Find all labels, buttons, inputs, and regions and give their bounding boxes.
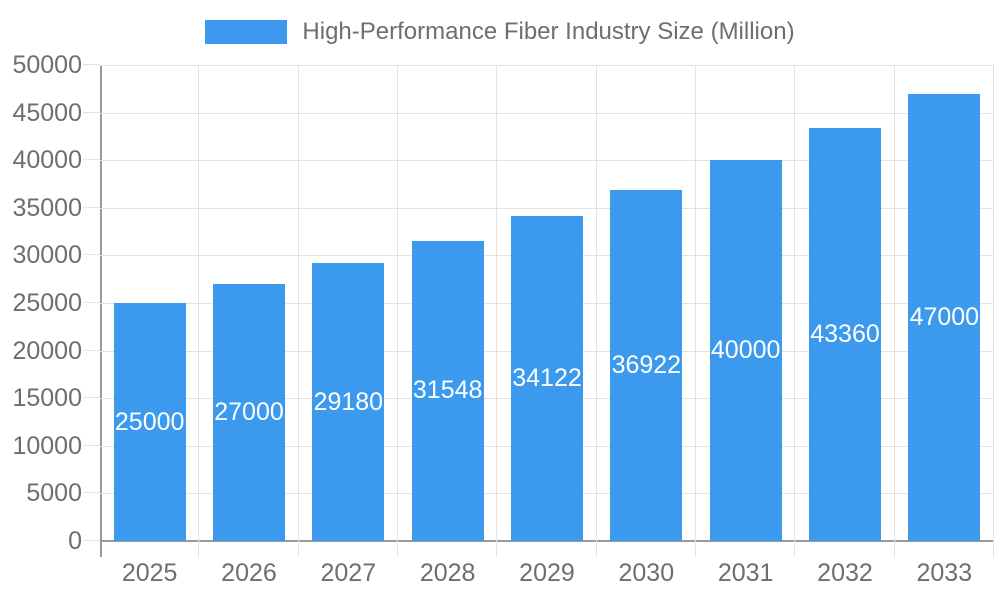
gridline-horizontal [100, 160, 994, 162]
bar-value-label: 34122 [512, 364, 582, 393]
gridline-vertical [595, 65, 597, 557]
y-axis-tick [83, 159, 100, 161]
y-axis-tick [83, 492, 100, 494]
bar-2029: 34122 [511, 216, 583, 541]
bar-value-label: 27000 [214, 397, 284, 426]
bar-2033: 47000 [908, 93, 981, 541]
x-axis-tick-label: 2028 [419, 559, 476, 587]
x-axis-tick-label: 2032 [817, 559, 873, 587]
x-axis-line [100, 540, 994, 542]
x-axis-tick-label: 2031 [717, 559, 774, 587]
plot-area: 25000 27000 29180 31548 34122 36922 40000 43360… [100, 65, 994, 557]
gridline-vertical [893, 65, 895, 557]
y-axis-tick-label: 0 [68, 527, 82, 555]
x-axis-tick-label: 2025 [121, 559, 178, 587]
bar-value-label: 31548 [412, 376, 483, 405]
gridline-horizontal [100, 65, 994, 66]
y-axis-tick [83, 302, 100, 303]
y-axis-tick-label: 15000 [12, 384, 82, 413]
y-axis-tick [83, 206, 100, 208]
y-axis-tick-label: 35000 [12, 193, 82, 222]
gridline-vertical [794, 65, 796, 557]
gridline-horizontal [100, 207, 994, 209]
y-axis-tick [83, 397, 100, 399]
x-axis-tick-label: 2029 [519, 559, 575, 587]
gridline-vertical [397, 65, 398, 557]
y-axis-tick [83, 349, 100, 351]
legend-swatch[interactable] [205, 20, 288, 44]
y-axis-tick-label: 30000 [12, 241, 82, 270]
y-axis-tick-label: 5000 [26, 479, 82, 508]
bar-value-label: 29180 [313, 387, 384, 416]
gridline-vertical [297, 65, 299, 557]
legend-label[interactable]: High-Performance Fiber Industry Size (Mi… [302, 18, 795, 45]
gridline-horizontal [100, 112, 994, 114]
bar-value-label: 36922 [611, 350, 682, 379]
bar-2027: 29180 [312, 263, 385, 541]
y-axis-tick-label: 20000 [12, 336, 82, 365]
y-axis-tick [83, 254, 100, 256]
bar-2032: 43360 [809, 128, 881, 541]
x-axis-tick-label: 2033 [916, 559, 973, 587]
x-axis-tick-label: 2027 [320, 559, 377, 587]
bar-value-label: 25000 [114, 407, 185, 436]
legend[interactable]: High-Performance Fiber Industry Size (Mi… [0, 17, 1000, 47]
gridline-vertical [993, 65, 994, 557]
bar-2031: 40000 [709, 160, 782, 541]
y-axis-tick [83, 444, 100, 446]
bar-value-label: 47000 [909, 302, 980, 331]
y-axis-tick-label: 50000 [12, 51, 82, 79]
bar-2028: 31548 [411, 240, 484, 541]
x-axis-tick-label: 2030 [618, 559, 675, 587]
gridline-vertical [496, 65, 498, 557]
x-axis-tick-label: 2026 [221, 559, 277, 587]
y-axis-tick [83, 111, 100, 113]
gridline-vertical [695, 65, 696, 557]
y-axis-tick-label: 25000 [12, 289, 82, 317]
y-axis-tick-label: 40000 [12, 146, 82, 175]
y-axis-tick [83, 64, 100, 65]
bar-value-label: 43360 [810, 320, 880, 349]
y-axis-tick-label: 10000 [12, 431, 82, 460]
bar-2026: 27000 [213, 283, 285, 541]
bar-value-label: 40000 [710, 336, 781, 365]
gridline-vertical [198, 65, 200, 557]
y-axis-line [100, 65, 102, 557]
y-axis-tick-label: 45000 [12, 98, 82, 127]
y-axis-tick [83, 540, 100, 541]
bar-2025: 25000 [113, 303, 186, 541]
bar-2030: 36922 [610, 189, 683, 541]
